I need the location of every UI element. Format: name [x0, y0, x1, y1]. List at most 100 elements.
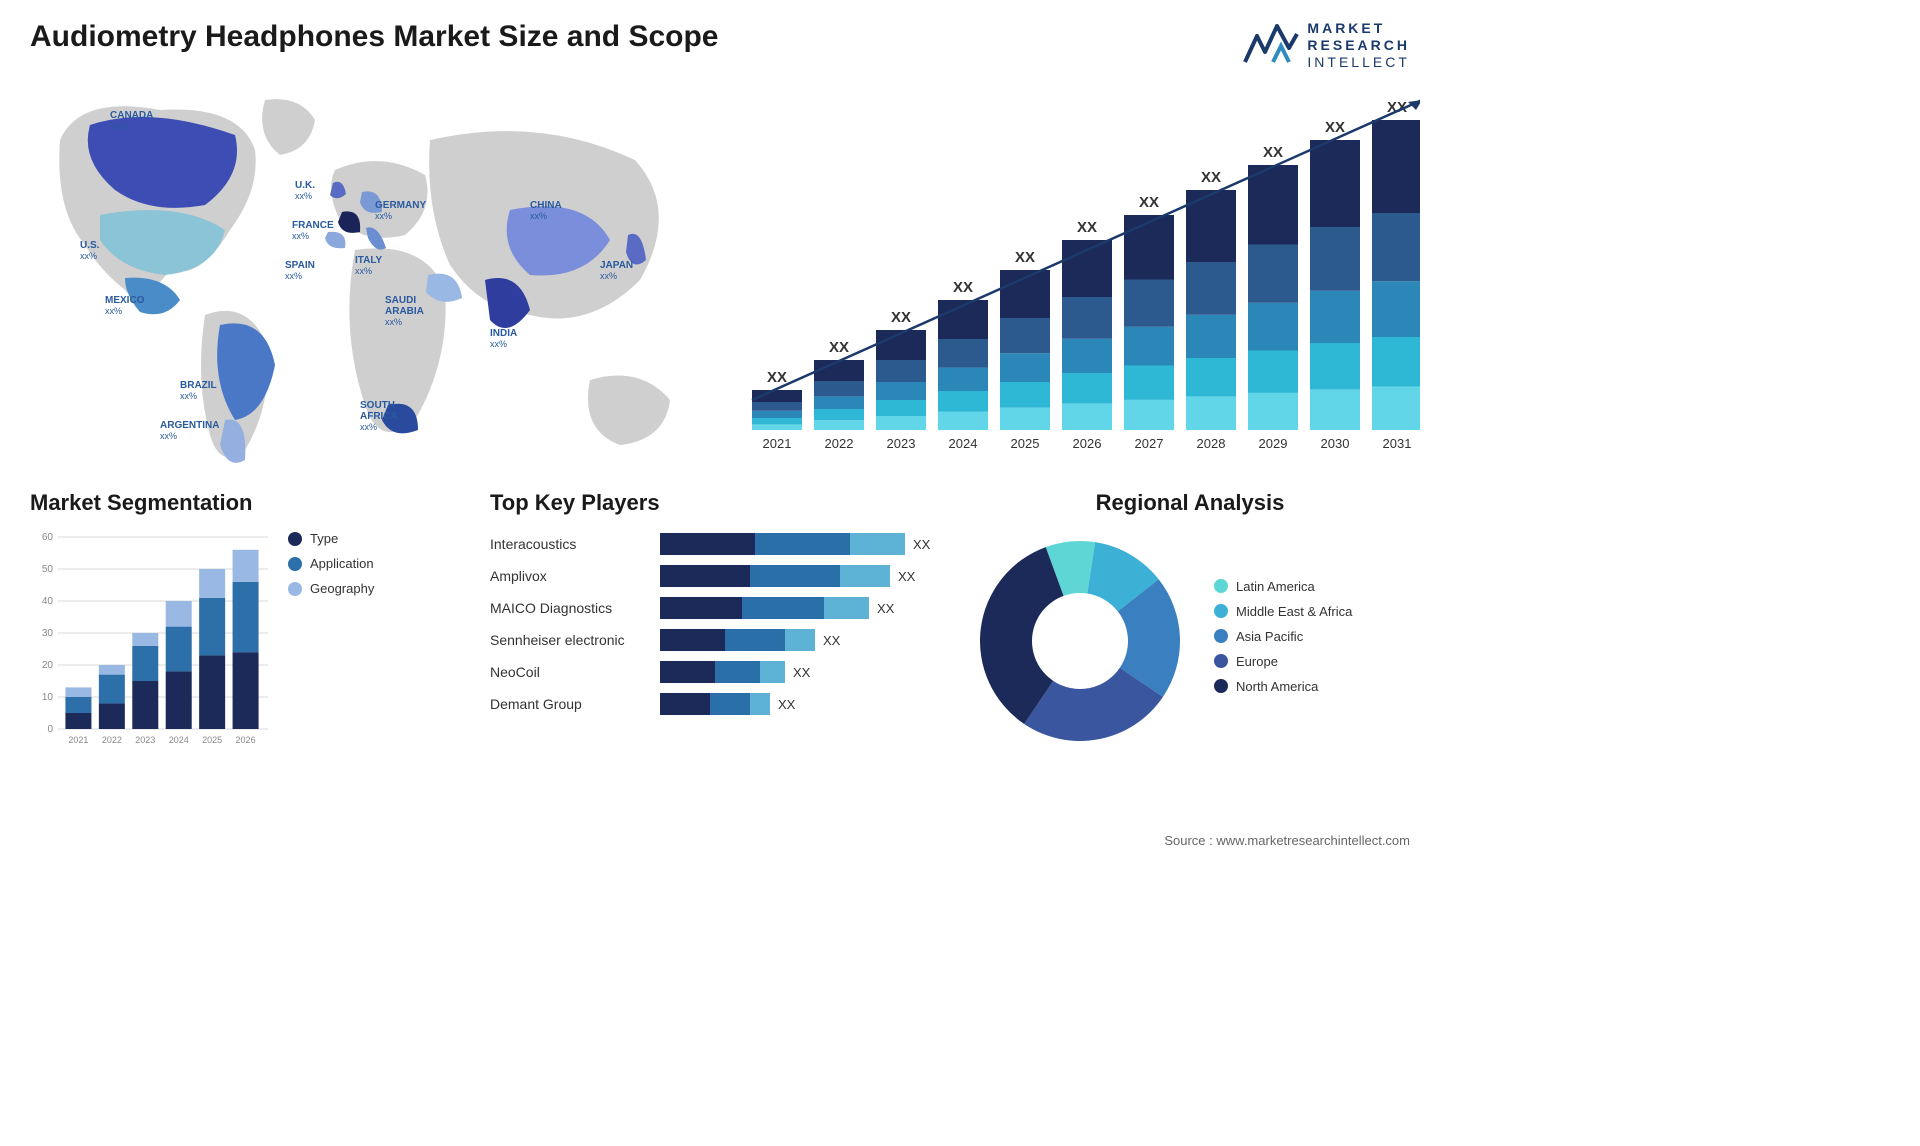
player-name: MAICO Diagnostics [490, 600, 660, 616]
brand-logo: MARKET RESEARCH INTELLECT [1243, 20, 1410, 70]
svg-text:2024: 2024 [949, 436, 978, 451]
country-label: U.S.xx% [80, 240, 99, 262]
legend-item: Middle East & Africa [1214, 604, 1352, 619]
player-value: XX [823, 633, 840, 648]
country-label: FRANCExx% [292, 220, 334, 242]
country-label: CANADAxx% [110, 110, 153, 132]
bottom-row: Market Segmentation 0 10 20 30 40 50 60 2021 202… [30, 490, 1410, 770]
player-name: Sennheiser electronic [490, 632, 660, 648]
svg-text:50: 50 [42, 564, 54, 575]
player-bar [660, 533, 905, 555]
player-row: MAICO Diagnostics XX [490, 595, 940, 621]
logo-text: MARKET RESEARCH INTELLECT [1307, 20, 1410, 70]
player-bar [660, 661, 785, 683]
legend-item: Application [288, 556, 374, 571]
player-row: Amplivox XX [490, 563, 940, 589]
regional-legend: Latin America Middle East & Africa Asia Pa… [1214, 579, 1352, 704]
regional-donut [970, 531, 1190, 751]
svg-text:40: 40 [42, 596, 54, 607]
svg-text:XX: XX [1201, 169, 1221, 186]
legend-item: Type [288, 531, 374, 546]
country-label: BRAZILxx% [180, 380, 217, 402]
player-value: XX [913, 537, 930, 552]
svg-text:XX: XX [1015, 249, 1035, 266]
svg-text:2023: 2023 [135, 735, 155, 745]
svg-text:20: 20 [42, 660, 54, 671]
country-label: INDIAxx% [490, 328, 517, 350]
growth-chart: XX 2021 XX 2022 XX 2023 XX 2024 XX 2025 XX 2026 XX 20… [740, 80, 1420, 460]
country-label: SAUDIARABIAxx% [385, 295, 424, 328]
player-name: Amplivox [490, 568, 660, 584]
country-label: ARGENTINAxx% [160, 420, 219, 442]
player-row: Sennheiser electronic XX [490, 627, 940, 653]
player-bar [660, 693, 770, 715]
segmentation-panel: Market Segmentation 0 10 20 30 40 50 60 2021 202… [30, 490, 460, 770]
segmentation-chart: 0 10 20 30 40 50 60 2021 2022 2023 2024 2025 2026 [30, 531, 270, 751]
svg-text:XX: XX [1263, 144, 1283, 161]
player-value: XX [793, 665, 810, 680]
players-panel: Top Key Players InteracousticsXXAmplivox… [490, 490, 940, 770]
svg-text:60: 60 [42, 532, 54, 543]
svg-text:0: 0 [47, 724, 53, 735]
legend-item: Asia Pacific [1214, 629, 1352, 644]
players-list: InteracousticsXXAmplivoxXXMAICO Diagnost… [490, 531, 940, 717]
segmentation-legend: Type Application Geography [288, 531, 374, 606]
svg-text:2025: 2025 [202, 735, 222, 745]
player-bar [660, 629, 815, 651]
svg-text:2023: 2023 [887, 436, 916, 451]
svg-text:XX: XX [829, 339, 849, 356]
svg-text:XX: XX [1077, 219, 1097, 236]
svg-text:2030: 2030 [1321, 436, 1350, 451]
svg-text:2026: 2026 [236, 735, 256, 745]
player-bar [660, 565, 890, 587]
legend-item: Latin America [1214, 579, 1352, 594]
svg-text:2027: 2027 [1135, 436, 1164, 451]
svg-text:XX: XX [891, 309, 911, 326]
svg-text:2021: 2021 [68, 735, 88, 745]
svg-text:XX: XX [953, 279, 973, 296]
legend-item: Europe [1214, 654, 1352, 669]
regional-panel: Regional Analysis Latin America Middle Ea… [970, 490, 1410, 770]
country-label: SOUTHAFRICAxx% [360, 400, 398, 433]
svg-text:2025: 2025 [1011, 436, 1040, 451]
svg-text:XX: XX [1139, 194, 1159, 211]
player-value: XX [877, 601, 894, 616]
regional-title: Regional Analysis [970, 490, 1410, 516]
country-label: U.K.xx% [295, 180, 315, 202]
svg-text:2022: 2022 [102, 735, 122, 745]
players-title: Top Key Players [490, 490, 940, 516]
svg-text:10: 10 [42, 692, 54, 703]
segmentation-title: Market Segmentation [30, 490, 460, 516]
player-name: Demant Group [490, 696, 660, 712]
country-label: GERMANYxx% [375, 200, 426, 222]
svg-text:2028: 2028 [1197, 436, 1226, 451]
growth-chart-panel: XX 2021 XX 2022 XX 2023 XX 2024 XX 2025 XX 2026 XX 20… [740, 80, 1420, 470]
country-label: JAPANxx% [600, 260, 633, 282]
player-value: XX [778, 697, 795, 712]
logo-icon [1243, 24, 1299, 66]
world-map-panel: CANADAxx% U.S.xx% MEXICOxx% BRAZILxx% ARGENT… [30, 80, 710, 470]
country-label: SPAINxx% [285, 260, 315, 282]
legend-item: Geography [288, 581, 374, 596]
svg-text:30: 30 [42, 628, 54, 639]
svg-text:2031: 2031 [1383, 436, 1412, 451]
player-name: NeoCoil [490, 664, 660, 680]
header: Audiometry Headphones Market Size and Sc… [30, 20, 1410, 70]
svg-text:2022: 2022 [825, 436, 854, 451]
svg-text:XX: XX [1325, 119, 1345, 136]
country-label: ITALYxx% [355, 255, 382, 277]
player-name: Interacoustics [490, 536, 660, 552]
svg-text:2021: 2021 [763, 436, 792, 451]
svg-text:XX: XX [767, 369, 787, 386]
player-row: NeoCoil XX [490, 659, 940, 685]
player-row: Demant Group XX [490, 691, 940, 717]
svg-text:2024: 2024 [169, 735, 189, 745]
source-attribution: Source : www.marketresearchintellect.com [1164, 833, 1410, 848]
player-bar [660, 597, 869, 619]
svg-text:2026: 2026 [1073, 436, 1102, 451]
top-row: CANADAxx% U.S.xx% MEXICOxx% BRAZILxx% ARGENT… [30, 80, 1410, 470]
svg-text:2029: 2029 [1259, 436, 1288, 451]
country-label: CHINAxx% [530, 200, 562, 222]
country-label: MEXICOxx% [105, 295, 144, 317]
player-value: XX [898, 569, 915, 584]
